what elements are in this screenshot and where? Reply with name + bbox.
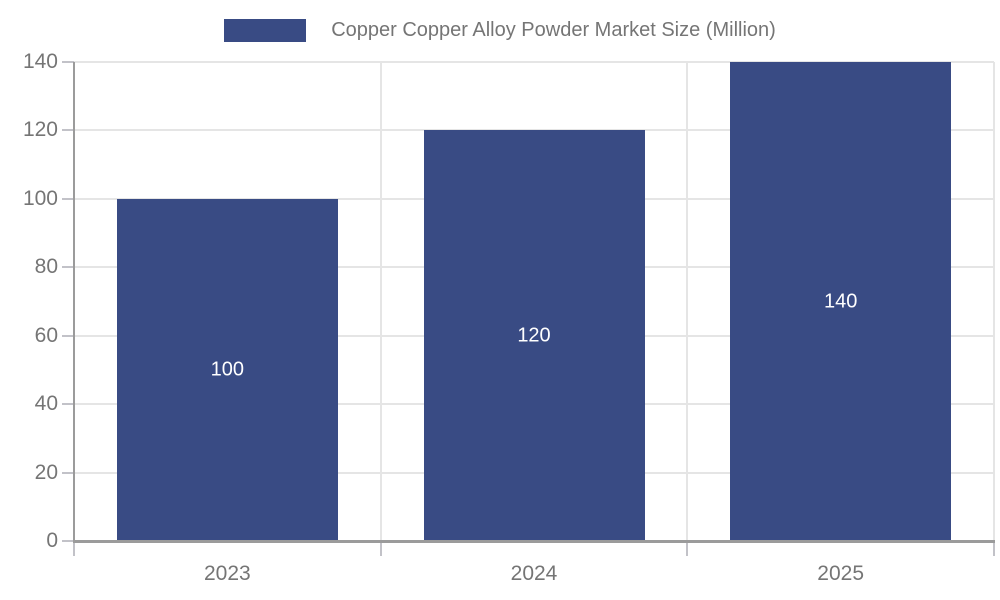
x-gridline [379, 62, 382, 541]
x-axis-tick-label: 2025 [817, 562, 865, 585]
y-axis-tick-label: 60 [34, 323, 58, 347]
bar-value-label: 140 [823, 290, 858, 312]
legend-item[interactable]: Copper Copper Alloy Powder Market Size (… [224, 19, 776, 42]
y-axis-tick-label: 40 [34, 392, 58, 416]
y-axis-tick-label: 100 [22, 186, 58, 210]
y-axis-tick [62, 266, 74, 269]
x-axis-tick [73, 541, 75, 556]
bar-value-label: 100 [210, 358, 245, 381]
y-axis-tick [62, 403, 74, 406]
y-axis-tick-label: 20 [34, 460, 58, 484]
chart-legend: Copper Copper Alloy Powder Market Size (… [0, 19, 1000, 42]
x-axis-tick [686, 541, 689, 556]
x-axis-tick [379, 541, 382, 556]
y-axis-tick [62, 197, 74, 200]
bar-2025 [730, 62, 952, 541]
y-axis-tick-label: 120 [22, 118, 58, 142]
y-axis-tick-label: 80 [34, 255, 58, 279]
bar-value-label: 120 [517, 324, 551, 347]
x-axis-tick-label: 2024 [510, 562, 558, 585]
x-axis-tick [993, 541, 995, 556]
y-gridline [74, 61, 994, 63]
legend-swatch-icon [224, 19, 307, 42]
x-gridline [993, 62, 995, 541]
y-axis-line [73, 62, 75, 541]
y-axis-tick [62, 61, 74, 63]
legend-label: Copper Copper Alloy Powder Market Size (… [331, 19, 776, 41]
x-axis-tick-label: 2023 [203, 562, 251, 585]
y-axis-tick-label: 0 [46, 529, 58, 552]
y-axis-tick [62, 540, 74, 542]
bar-2024 [423, 130, 645, 541]
y-axis-tick [62, 471, 74, 474]
y-axis-tick [62, 334, 74, 337]
x-axis-line [73, 540, 995, 543]
y-axis-tick-label: 140 [22, 50, 58, 73]
x-gridline [686, 62, 689, 541]
y-axis-tick [62, 129, 74, 132]
bar-2023 [116, 198, 338, 541]
